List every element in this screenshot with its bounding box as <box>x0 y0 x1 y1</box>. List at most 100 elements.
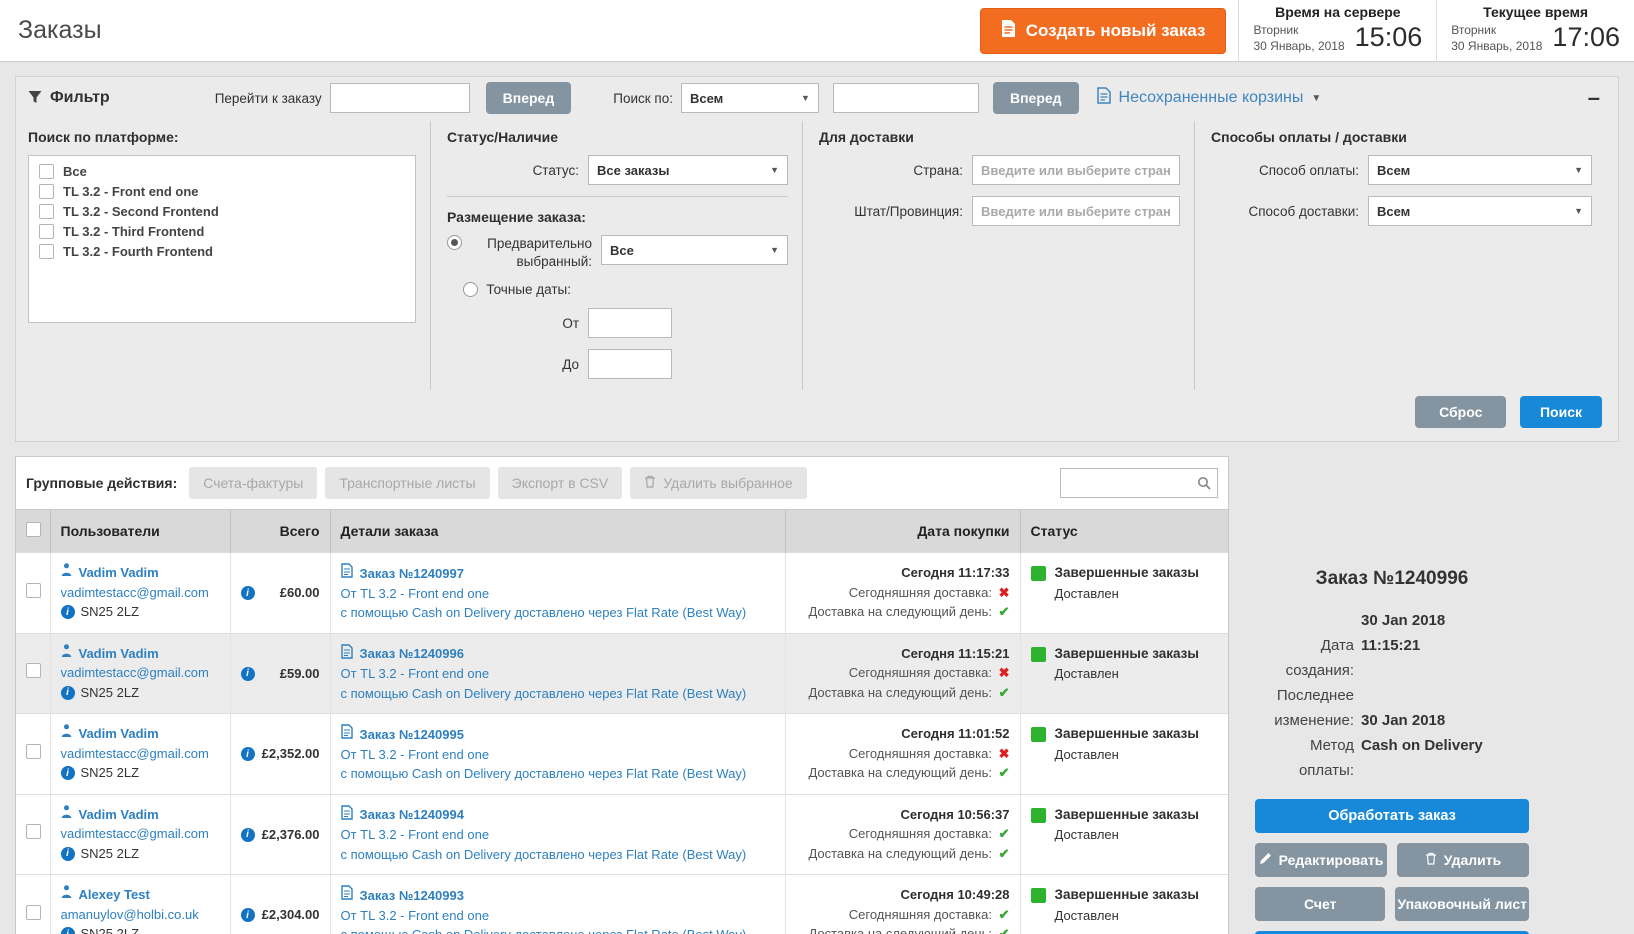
search-term-input[interactable] <box>832 83 979 113</box>
info-icon[interactable]: i <box>60 927 75 934</box>
status-select[interactable]: Все заказы ▼ <box>588 155 788 185</box>
preselected-label: Предварительно выбранный: <box>487 236 592 270</box>
platform-list[interactable]: Все TL 3.2 - Front end one TL 3.2 - Seco… <box>28 155 416 323</box>
group-action-button[interactable]: Транспортные листы <box>325 467 490 500</box>
order-from: От TL 3.2 - Front end one <box>340 585 490 601</box>
platform-option[interactable]: TL 3.2 - Third Frontend <box>39 224 405 239</box>
info-icon[interactable]: i <box>60 605 75 620</box>
status-sub: Доставлен <box>1054 666 1119 682</box>
platform-checkbox[interactable] <box>39 244 54 259</box>
platform-option-label: TL 3.2 - Front end one <box>63 184 199 199</box>
group-actions-label: Групповые действия: <box>26 475 178 492</box>
row-checkbox[interactable] <box>26 582 41 598</box>
detail-label <box>1255 608 1361 633</box>
payment-method-select[interactable]: Всем ▼ <box>1368 155 1592 185</box>
shipping-method-select[interactable]: Всем ▼ <box>1368 196 1592 226</box>
user-name-link[interactable]: Vadim Vadim <box>61 805 220 825</box>
info-icon[interactable]: i <box>240 827 255 842</box>
platform-checkbox[interactable] <box>39 224 54 239</box>
create-order-button[interactable]: Создать новый заказ <box>979 7 1227 54</box>
person-icon <box>61 885 72 905</box>
platform-option-label: TL 3.2 - Fourth Frontend <box>63 244 213 259</box>
platform-option[interactable]: Все <box>39 164 405 179</box>
user-name-link[interactable]: Vadim Vadim <box>61 563 220 583</box>
today-delivery: Сегодняшняя доставка: ✔ <box>848 826 1010 842</box>
row-checkbox[interactable] <box>26 663 41 679</box>
info-icon[interactable]: i <box>60 846 75 861</box>
platform-option[interactable]: TL 3.2 - Second Frontend <box>39 204 405 219</box>
table-search-input[interactable] <box>1061 469 1191 498</box>
document-icon <box>340 724 353 745</box>
state-input[interactable] <box>972 196 1180 226</box>
group-action-button[interactable]: Счета-фактуры <box>189 467 318 500</box>
group-action-delete-selected[interactable]: Удалить выбранное <box>630 467 807 500</box>
check-icon: ✔ <box>998 684 1010 700</box>
next-day-delivery: Доставка на следующий день: ✔ <box>796 924 1009 934</box>
next-day-delivery: Доставка на следующий день: ✔ <box>808 604 1010 620</box>
info-icon[interactable]: i <box>240 908 255 923</box>
current-time-weekday: Вторник <box>1451 22 1497 37</box>
select-all-checkbox[interactable] <box>26 522 41 538</box>
document-icon <box>1001 19 1016 43</box>
platform-option[interactable]: TL 3.2 - Front end one <box>39 184 405 199</box>
preselected-select[interactable]: Все ▼ <box>601 235 788 265</box>
status-title: Завершенные заказы <box>1054 645 1199 661</box>
process-order-button[interactable]: Обработать заказ <box>1255 799 1529 834</box>
preselected-radio[interactable] <box>447 235 462 250</box>
order-link[interactable]: Заказ №1240997 <box>340 563 775 584</box>
platform-checkbox[interactable] <box>39 184 54 199</box>
user-email-link[interactable]: vadimtestacc@gmail.com <box>60 826 209 842</box>
info-icon[interactable]: i <box>240 747 255 762</box>
orders-panel: Групповые действия: Счета-фактуры Трансп… <box>15 456 1229 934</box>
packing-list-button[interactable]: Упаковочный лист <box>1395 887 1529 922</box>
user-name-link[interactable]: Vadim Vadim <box>61 644 220 664</box>
platform-checkbox[interactable] <box>39 204 54 219</box>
delete-button[interactable]: Удалить <box>1397 843 1529 878</box>
status-label: Статус: <box>532 162 579 178</box>
date-to-input[interactable] <box>588 349 672 380</box>
search-button[interactable]: Поиск <box>1519 396 1602 429</box>
platform-option[interactable]: TL 3.2 - Fourth Frontend <box>39 244 405 259</box>
filter-title: Фильтр <box>50 89 110 106</box>
exact-dates-radio[interactable] <box>463 282 479 298</box>
order-from: От TL 3.2 - Front end one <box>340 827 490 843</box>
order-link[interactable]: Заказ №1240996 <box>340 644 775 665</box>
user-email-link[interactable]: amanuylov@holbi.co.uk <box>60 906 199 922</box>
order-link[interactable]: Заказ №1240993 <box>340 885 775 906</box>
edit-button[interactable]: Редактировать <box>1255 843 1387 878</box>
reset-button[interactable]: Сброс <box>1415 396 1507 429</box>
order-link[interactable]: Заказ №1240995 <box>340 724 775 745</box>
reassign-button[interactable]: Переназначение <box>1255 931 1529 934</box>
country-input[interactable] <box>972 155 1180 185</box>
chevron-down-icon: ▼ <box>1574 165 1583 175</box>
goto-order-input[interactable] <box>329 83 470 113</box>
info-icon[interactable]: i <box>60 766 75 781</box>
search-by-select[interactable]: Всем ▼ <box>680 83 819 113</box>
platform-checkbox[interactable] <box>39 164 54 179</box>
detail-label: Последнее <box>1276 687 1354 705</box>
row-checkbox[interactable] <box>26 904 41 920</box>
order-link[interactable]: Заказ №1240994 <box>340 805 775 826</box>
placement-section-title: Размещение заказа: <box>447 209 586 225</box>
document-icon <box>340 805 353 826</box>
user-name-link[interactable]: Alexey Test <box>61 885 220 905</box>
date-from-input[interactable] <box>588 308 672 339</box>
goto-forward-button[interactable]: Вперед <box>485 82 572 114</box>
status-sub: Доставлен <box>1054 585 1119 601</box>
unsaved-carts-link[interactable]: Несохраненные корзины ▼ <box>1096 87 1321 109</box>
invoice-button[interactable]: Счет <box>1255 887 1386 922</box>
user-email-link[interactable]: vadimtestacc@gmail.com <box>60 665 209 681</box>
row-checkbox[interactable] <box>26 824 41 840</box>
user-email-link[interactable]: vadimtestacc@gmail.com <box>60 745 209 761</box>
row-checkbox[interactable] <box>26 743 41 759</box>
search-forward-button[interactable]: Вперед <box>992 82 1079 114</box>
info-icon[interactable]: i <box>240 586 255 601</box>
user-name-link[interactable]: Vadim Vadim <box>61 724 220 744</box>
search-icon[interactable] <box>1191 469 1217 497</box>
collapse-filter-button[interactable]: – <box>1587 85 1600 110</box>
user-email-link[interactable]: vadimtestacc@gmail.com <box>60 584 209 600</box>
group-action-button[interactable]: Экспорт в CSV <box>497 467 623 500</box>
info-icon[interactable]: i <box>60 685 75 700</box>
delivery-section-title: Для доставки <box>819 129 914 145</box>
info-icon[interactable]: i <box>240 666 255 681</box>
